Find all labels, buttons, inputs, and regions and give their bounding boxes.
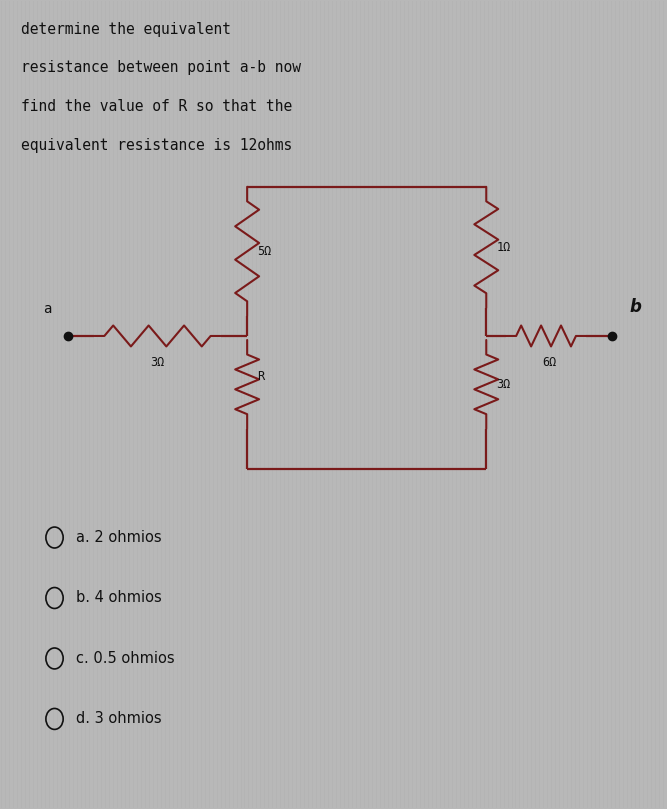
Text: equivalent resistance is 12ohms: equivalent resistance is 12ohms (21, 138, 293, 153)
Text: determine the equivalent: determine the equivalent (21, 22, 231, 36)
Text: 6Ω: 6Ω (542, 356, 556, 369)
Text: d. 3 ohmios: d. 3 ohmios (77, 711, 162, 726)
Text: 3Ω: 3Ω (150, 356, 165, 369)
Text: a: a (43, 302, 51, 316)
Text: resistance between point a-b now: resistance between point a-b now (21, 60, 301, 75)
Text: b. 4 ohmios: b. 4 ohmios (77, 591, 162, 605)
Text: 5Ω: 5Ω (257, 245, 271, 258)
Text: b: b (629, 298, 641, 316)
Text: 3Ω: 3Ω (496, 378, 510, 391)
Text: R: R (257, 370, 264, 383)
Text: a. 2 ohmios: a. 2 ohmios (77, 530, 162, 545)
Text: 1Ω: 1Ω (496, 241, 510, 254)
Text: find the value of R so that the: find the value of R so that the (21, 99, 293, 114)
Text: c. 0.5 ohmios: c. 0.5 ohmios (77, 651, 175, 666)
